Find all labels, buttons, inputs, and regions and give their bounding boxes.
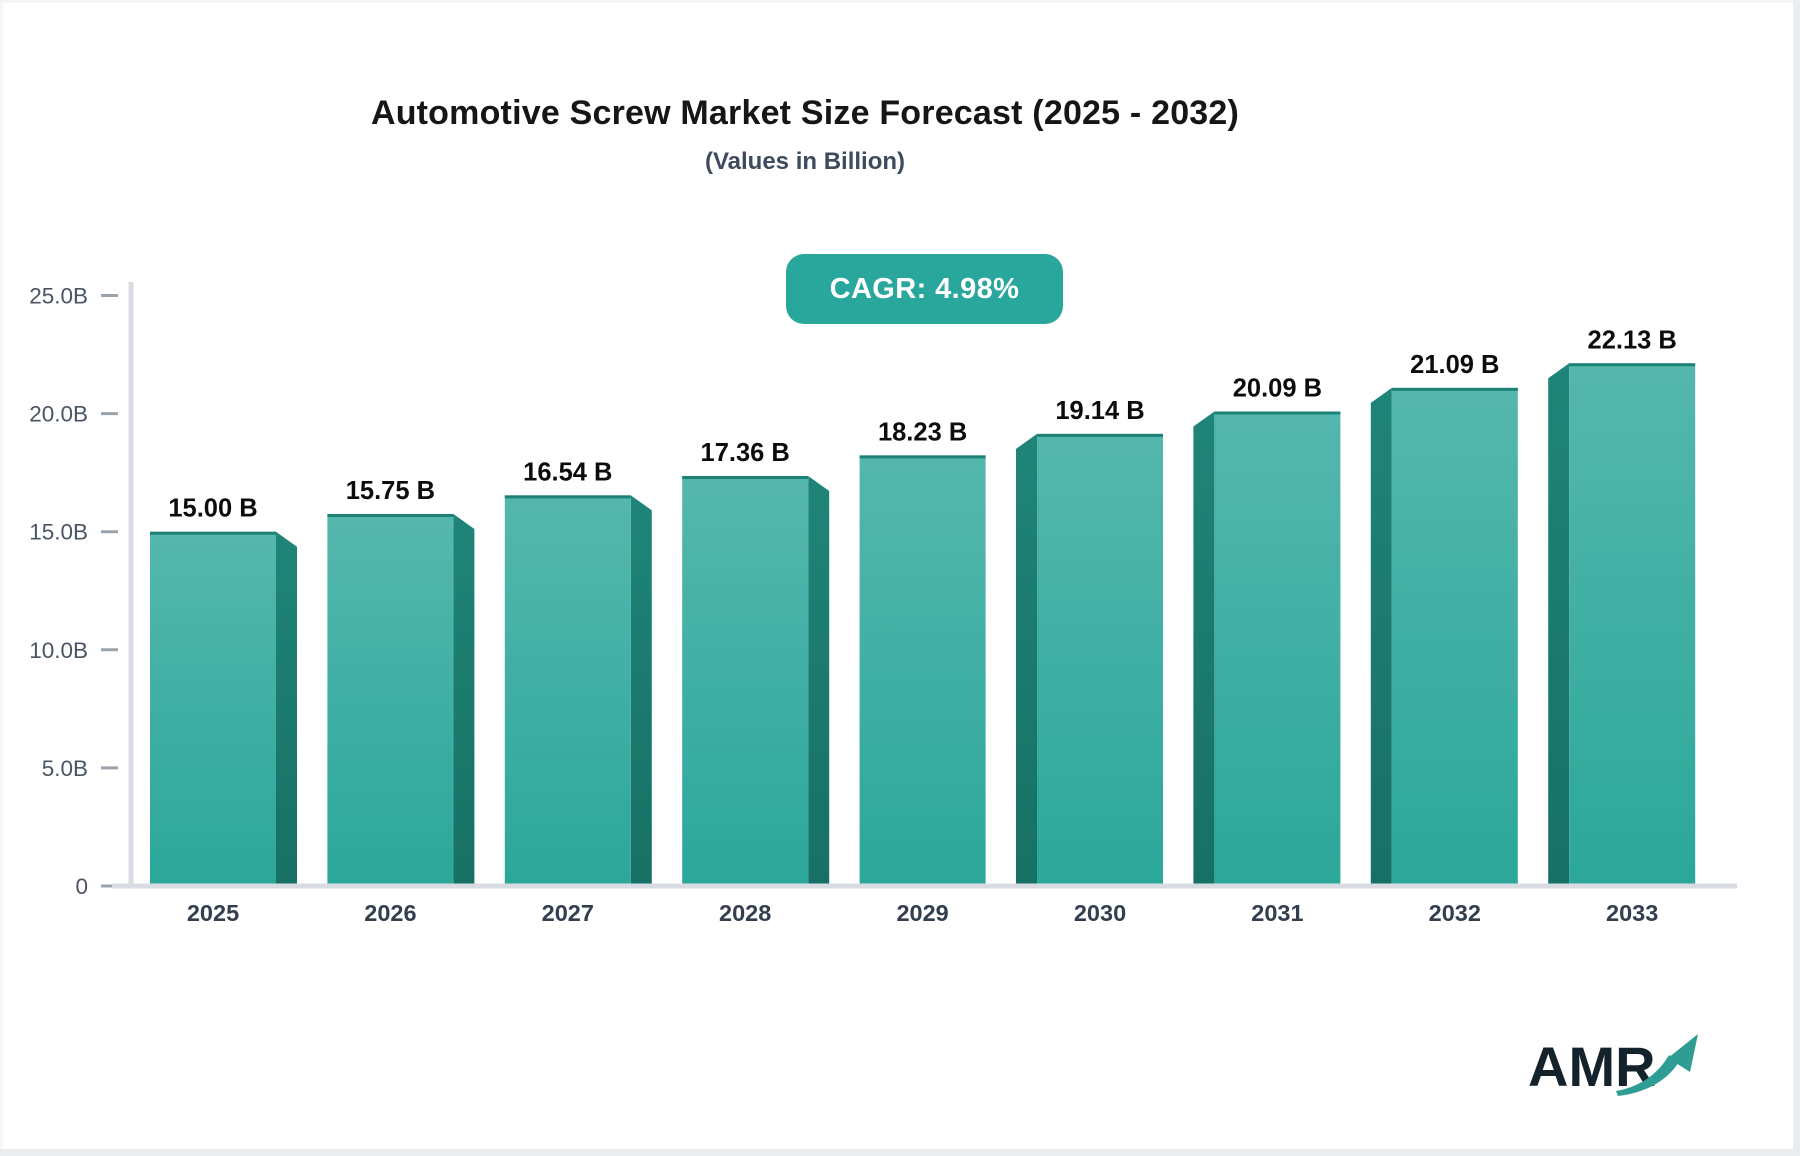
bar-side	[276, 531, 297, 886]
bar-value-label: 15.00 B	[168, 495, 257, 523]
bar-value-label: 22.13 B	[1588, 326, 1677, 354]
bar-side	[1548, 363, 1570, 886]
x-axis-label: 2027	[542, 900, 594, 926]
x-axis-label: 2033	[1606, 900, 1658, 926]
bar-2030: 19.14 B	[1016, 397, 1163, 887]
y-tick-label: 25.0B	[29, 284, 88, 309]
y-tick-label: 20.0B	[29, 402, 88, 427]
bar-2026: 15.75 B	[327, 477, 475, 887]
bar-2031: 20.09 B	[1193, 374, 1341, 887]
bar-side	[1193, 411, 1215, 886]
bar-face	[859, 455, 986, 887]
y-tick-label: 15.0B	[29, 520, 88, 545]
x-axis-label: 2032	[1429, 900, 1481, 926]
bar-2033: 22.13 B	[1548, 326, 1696, 887]
bar-value-label: 19.14 B	[1055, 397, 1144, 425]
bar-value-label: 18.23 B	[878, 418, 967, 446]
x-axis-label: 2026	[364, 900, 416, 926]
page-title: Automotive Screw Market Size Forecast (2…	[370, 94, 1240, 132]
bar-value-label: 17.36 B	[701, 439, 790, 467]
bar-value-label: 15.75 B	[346, 477, 435, 505]
page-subtitle: (Values in Billion)	[704, 148, 906, 175]
bar-value-label: 16.54 B	[523, 458, 612, 486]
bar-2025: 15.00 B	[150, 495, 297, 887]
bar-side	[630, 495, 652, 886]
bar-side	[808, 475, 830, 886]
bar-face	[1214, 411, 1341, 887]
bar-face	[682, 475, 809, 887]
bar-2029: 18.23 B	[859, 418, 986, 887]
bar-face	[327, 513, 454, 887]
x-axis-label: 2030	[1074, 900, 1126, 926]
y-tick-label: 10.0B	[29, 638, 88, 663]
x-axis-label: 2031	[1251, 900, 1303, 926]
amr-logo: AMR	[1528, 1034, 1728, 1114]
bar-face	[150, 531, 276, 887]
bar-2032: 21.09 B	[1370, 351, 1518, 887]
bar-face	[504, 495, 631, 887]
bar-face	[1037, 433, 1163, 887]
bar-side	[1370, 387, 1392, 886]
bar-face	[1391, 387, 1518, 887]
bar-2028: 17.36 B	[682, 439, 830, 887]
bar-side	[1016, 433, 1037, 886]
bar-2027: 16.54 B	[504, 458, 652, 887]
cagr-badge-label: CAGR: 4.98%	[829, 272, 1020, 305]
y-tick-label: 5.0B	[42, 756, 88, 781]
bar-value-label: 21.09 B	[1410, 351, 1499, 379]
trend-up-arrow-icon	[1616, 1034, 1698, 1096]
bar-value-label: 20.09 B	[1233, 374, 1322, 402]
y-tick-label: 0	[75, 874, 88, 899]
x-axis-label: 2029	[896, 900, 948, 926]
bar-side	[453, 513, 475, 886]
bar-face	[1569, 363, 1696, 887]
x-axis-label: 2025	[187, 900, 239, 926]
x-axis-label: 2028	[719, 900, 771, 926]
cagr-badge: CAGR: 4.98%	[786, 254, 1063, 324]
